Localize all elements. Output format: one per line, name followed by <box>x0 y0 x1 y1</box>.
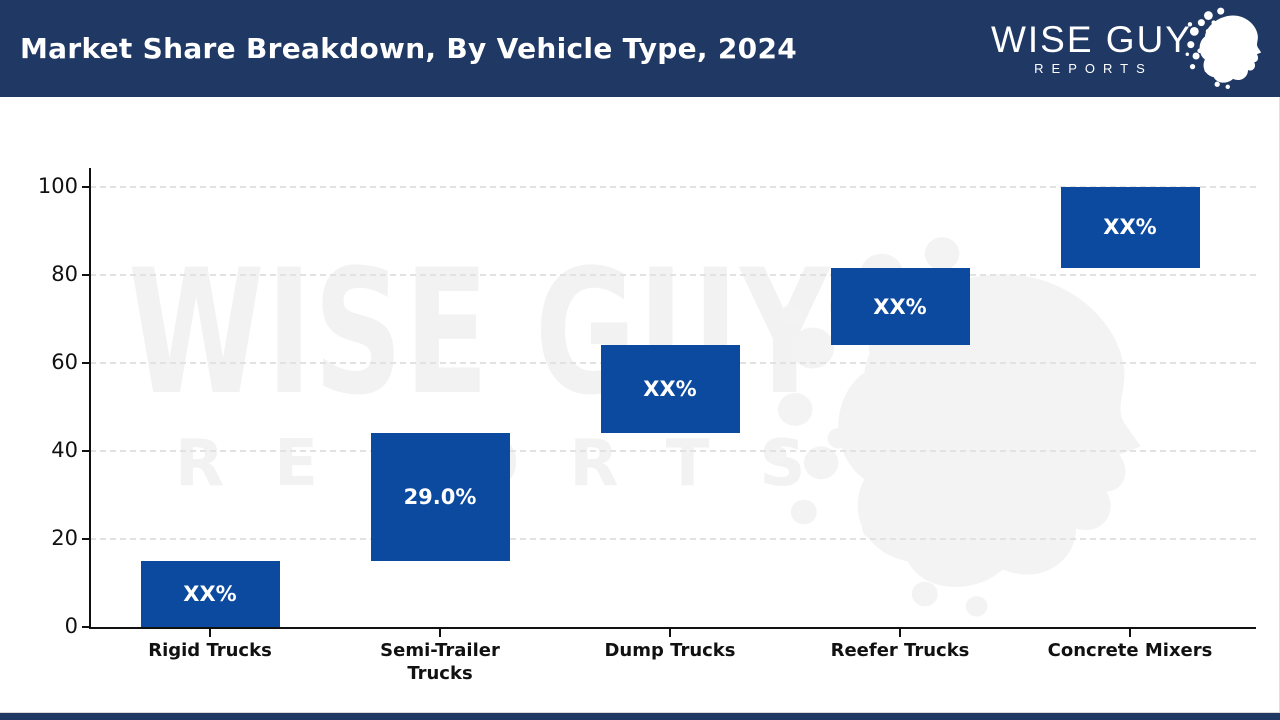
footer-bar <box>0 712 1280 720</box>
x-axis-category-label: Semi-Trailer Trucks <box>380 640 500 684</box>
y-axis-tick-label: 100 <box>37 173 78 198</box>
chart-area: WISE GUY REPORTS 0 20 40 60 80 100 XX% 29.0% XX%… <box>0 97 1280 713</box>
bar-value-label: 29.0% <box>403 485 477 510</box>
wiseguy-logo: WISE GUY REPORTS <box>991 5 1270 93</box>
y-axis-tick-label: 80 <box>51 261 78 286</box>
bar-segment: XX% <box>600 345 740 434</box>
y-axis-tick <box>82 537 90 540</box>
gridline <box>90 449 1256 452</box>
x-axis-category-label: Reefer Trucks <box>830 640 970 661</box>
bar-segment: XX% <box>1060 186 1200 268</box>
bar-segment: XX% <box>140 560 280 627</box>
x-axis-tick <box>669 629 671 637</box>
gridline <box>90 185 1256 188</box>
y-axis-tick <box>82 273 90 276</box>
gridline <box>90 537 1256 540</box>
bar-value-label: XX% <box>183 581 237 606</box>
bar-value-label: XX% <box>1103 215 1157 240</box>
y-axis-tick-label: 40 <box>51 437 78 462</box>
report-header: Market Share Breakdown, By Vehicle Type,… <box>0 0 1280 97</box>
logo-wordmark: WISE GUY <box>990 19 1192 60</box>
x-axis-line <box>89 627 1256 629</box>
bar-segment: 29.0% <box>370 433 510 561</box>
y-axis-tick <box>82 626 90 628</box>
y-axis-tick-label: 20 <box>51 525 78 550</box>
x-axis-category-label: Dump Trucks <box>604 640 736 661</box>
gridline <box>90 273 1256 276</box>
y-axis-tick-label: 60 <box>51 349 78 374</box>
y-axis-tick-label: 0 <box>64 614 78 638</box>
x-axis-category-label: Rigid Trucks <box>148 640 272 661</box>
page-title: Market Share Breakdown, By Vehicle Type,… <box>20 32 798 65</box>
y-axis-line <box>89 168 91 629</box>
bar-value-label: XX% <box>873 294 927 319</box>
bar-segment: XX% <box>830 267 970 346</box>
x-axis-tick <box>1129 629 1131 637</box>
y-axis-tick <box>82 185 90 188</box>
bar-value-label: XX% <box>643 377 697 402</box>
x-axis-tick <box>899 629 901 637</box>
x-axis-tick <box>439 629 441 637</box>
logo-tagline: REPORTS <box>1034 61 1153 76</box>
x-axis-category-label: Concrete Mixers <box>1047 640 1213 661</box>
x-axis-tick <box>209 629 211 637</box>
y-axis-tick <box>82 361 90 364</box>
y-axis-tick <box>82 449 90 452</box>
